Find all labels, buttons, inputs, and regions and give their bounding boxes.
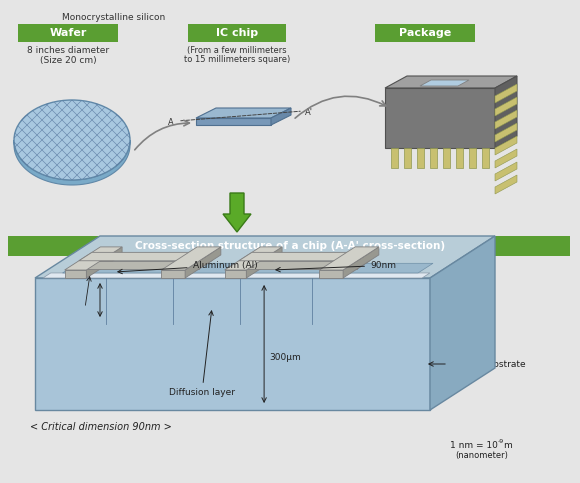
Polygon shape [443,148,450,168]
Text: to 15 millimeters square): to 15 millimeters square) [184,55,290,64]
Polygon shape [495,136,517,155]
Text: A: A [168,117,174,127]
Polygon shape [79,252,212,261]
Polygon shape [64,270,86,278]
FancyBboxPatch shape [188,24,286,42]
Text: Cross-section structure of a chip (A-A' cross-section): Cross-section structure of a chip (A-A' … [135,241,445,251]
Text: 1 nm = 10: 1 nm = 10 [450,441,498,450]
Polygon shape [196,118,271,125]
Polygon shape [430,236,495,410]
Text: Silicon oxide film: Silicon oxide film [38,293,110,302]
Polygon shape [79,261,200,269]
Text: 8 inches diameter: 8 inches diameter [27,46,109,55]
Polygon shape [385,76,517,88]
Polygon shape [404,148,411,168]
Text: Silicon substrate: Silicon substrate [450,359,525,369]
Polygon shape [224,247,282,270]
Text: (Size 20 cm): (Size 20 cm) [39,56,96,65]
Text: -9: -9 [498,439,504,444]
Text: IC chip: IC chip [216,28,258,38]
Text: Wafer: Wafer [49,28,86,38]
Polygon shape [385,88,495,148]
Text: Package: Package [399,28,451,38]
Polygon shape [196,108,291,118]
FancyBboxPatch shape [375,24,475,42]
Text: m: m [503,441,512,450]
Polygon shape [469,148,476,168]
Polygon shape [63,263,433,273]
Polygon shape [35,278,430,410]
Polygon shape [430,148,437,168]
Ellipse shape [14,100,130,180]
Polygon shape [320,270,343,278]
Polygon shape [456,148,463,168]
Polygon shape [35,236,495,278]
FancyBboxPatch shape [8,236,570,256]
Polygon shape [357,252,371,269]
Polygon shape [495,110,517,129]
Text: Diffusion layer: Diffusion layer [169,311,235,397]
Text: Aluminum (Al): Aluminum (Al) [118,261,258,274]
Text: (nanometer): (nanometer) [455,451,508,460]
Polygon shape [495,175,517,194]
Polygon shape [495,76,517,148]
Polygon shape [200,252,212,269]
Text: 300μm: 300μm [269,353,301,362]
Polygon shape [495,149,517,168]
Text: A': A' [305,108,313,116]
Text: Monocrystalline silicon: Monocrystalline silicon [62,13,165,22]
Text: 1μm or less: 1μm or less [90,355,143,365]
Polygon shape [320,247,379,270]
Polygon shape [391,148,398,168]
Polygon shape [161,270,185,278]
Polygon shape [239,252,371,261]
Polygon shape [495,123,517,142]
Polygon shape [495,84,517,103]
Polygon shape [86,247,122,278]
Text: 90nm: 90nm [276,261,396,272]
Polygon shape [64,247,122,270]
Polygon shape [14,140,130,185]
Polygon shape [43,273,430,278]
Polygon shape [224,270,246,278]
Polygon shape [223,193,251,232]
Text: < Critical dimension 90nm >: < Critical dimension 90nm > [30,422,172,432]
Polygon shape [495,97,517,116]
Text: (SiO₂): (SiO₂) [42,302,66,311]
Polygon shape [246,247,282,278]
Polygon shape [239,261,357,269]
Polygon shape [420,80,469,86]
Polygon shape [271,108,291,125]
Polygon shape [185,247,221,278]
Polygon shape [161,247,221,270]
Polygon shape [417,148,424,168]
Polygon shape [343,247,379,278]
Text: (From a few millimeters: (From a few millimeters [187,46,287,55]
FancyBboxPatch shape [18,24,118,42]
Polygon shape [482,148,489,168]
Polygon shape [495,162,517,181]
